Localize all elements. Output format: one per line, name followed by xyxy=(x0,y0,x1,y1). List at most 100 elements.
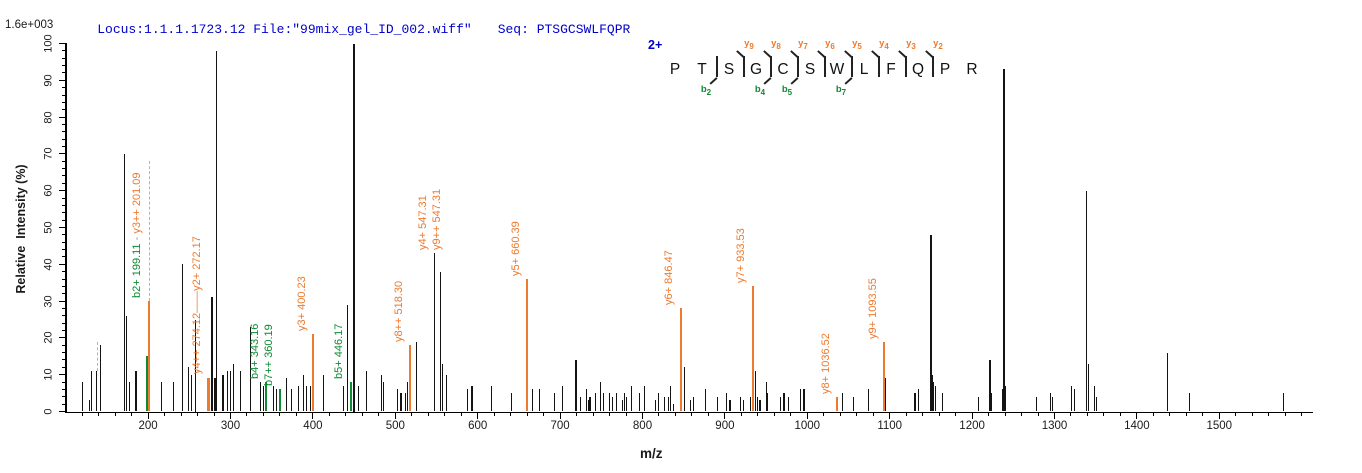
spectrum-peak xyxy=(1188,393,1190,412)
spectrum-peak xyxy=(1050,393,1052,412)
y-axis-tick xyxy=(62,403,65,405)
y-axis-tick xyxy=(62,182,65,184)
peak-ion-label: y9++ 547.31 xyxy=(431,189,443,250)
peptide-residue: C xyxy=(777,61,789,78)
spectrum-peak xyxy=(742,400,745,412)
spectrum-peak xyxy=(553,393,555,412)
x-axis-tick xyxy=(543,413,545,416)
spectrum-peak xyxy=(406,382,408,412)
fragment-marker xyxy=(770,56,772,77)
y-axis-tick xyxy=(62,256,65,258)
x-axis-line xyxy=(65,411,1313,413)
ion-label-part: y3++ 201.09 xyxy=(130,172,143,234)
spectrum-peak xyxy=(1095,396,1097,412)
x-axis-tick-label: 300 xyxy=(220,420,241,432)
fragment-marker xyxy=(797,56,799,77)
x-axis-tick-label: 1200 xyxy=(959,420,985,432)
ion-label-part: y8+ 1036.52 xyxy=(819,332,832,394)
spectrum-peak xyxy=(602,393,604,412)
x-axis-tick xyxy=(691,413,693,416)
spectrum-peak xyxy=(663,396,665,412)
peptide-residue: T xyxy=(697,61,707,78)
spectrum-peak xyxy=(657,393,659,412)
y-axis-tick-label: 90 xyxy=(42,74,55,87)
spectrum-peak xyxy=(433,253,435,412)
spectrum-peak xyxy=(842,393,844,412)
fragment-marker xyxy=(932,56,934,77)
x-axis-tick xyxy=(230,413,231,419)
x-axis-tick xyxy=(1169,413,1171,416)
spectrum-peak xyxy=(787,396,790,412)
peak-ion-label: y4+ 547.31 xyxy=(417,196,429,251)
spectrum-peak xyxy=(579,396,581,412)
locus-file-label: Locus:1.1.1.1723.12 File:"99mix_gel_ID_0… xyxy=(97,22,472,37)
y-axis-tick-label: 50 xyxy=(42,221,55,234)
y-axis-tick-label: 40 xyxy=(42,258,55,271)
x-axis-tick xyxy=(1185,413,1187,416)
spectrum-peak xyxy=(740,396,742,412)
spectrum-peak xyxy=(626,396,628,412)
spectrum-peak xyxy=(346,304,349,412)
spectrum-peak xyxy=(654,400,656,412)
x-axis-tick xyxy=(971,413,973,419)
peak-ion-label: y5+ 660.39 xyxy=(510,221,522,276)
x-axis-tick xyxy=(427,413,429,416)
x-axis-tick xyxy=(378,413,380,416)
y-axis-tick xyxy=(62,138,65,140)
spectrum-peak xyxy=(227,371,229,412)
spectrum-peak xyxy=(754,371,756,412)
x-axis-tick xyxy=(131,413,133,416)
x-axis-tick xyxy=(988,413,990,416)
y-axis-tick xyxy=(62,293,65,295)
spectrum-peak xyxy=(88,400,91,412)
spectrum-peak xyxy=(1001,389,1003,412)
x-axis-tick xyxy=(724,413,726,419)
y-axis-tick xyxy=(62,168,65,170)
x-axis-tick xyxy=(1284,413,1286,416)
spectrum-peak xyxy=(445,374,447,412)
spectrum-peak xyxy=(440,271,442,412)
y-axis-tick xyxy=(62,271,65,273)
spectrum-peak xyxy=(182,264,184,412)
ion-label-part: b7++ 360.19 xyxy=(262,324,275,387)
fragment-marker-top-diagonal xyxy=(871,50,880,58)
y-axis-tick xyxy=(62,359,65,361)
y-ion-label: y3 xyxy=(906,38,916,51)
fragment-marker-top-diagonal xyxy=(898,50,907,58)
x-axis-tick xyxy=(197,413,199,416)
x-axis-tick-label: 700 xyxy=(550,420,570,432)
peptide-residue: F xyxy=(886,61,896,78)
x-axis-tick xyxy=(526,413,528,416)
x-axis-tick xyxy=(1103,413,1105,416)
y-ion-label: y6 xyxy=(825,38,835,51)
y-axis-tick xyxy=(62,285,65,287)
x-axis-tick xyxy=(1037,413,1039,416)
x-axis-tick-label: 200 xyxy=(138,420,158,432)
fragment-marker-top-diagonal xyxy=(817,50,826,58)
x-axis-tick xyxy=(1004,413,1006,416)
spectrum-peak xyxy=(187,367,189,412)
spectrum-peak xyxy=(100,345,102,412)
spectrum-peak xyxy=(672,404,674,412)
fragment-marker xyxy=(851,56,853,77)
spectrum-peak xyxy=(704,389,706,412)
spectrum-peak xyxy=(589,396,591,412)
y-axis-tick xyxy=(59,374,65,376)
x-axis-tick-label: 1000 xyxy=(794,420,821,432)
x-axis-tick xyxy=(839,413,841,416)
x-axis-tick xyxy=(773,413,775,416)
y-ion-label: y5 xyxy=(852,38,862,51)
x-axis-tick xyxy=(460,413,462,416)
peak-ion-label: y6+ 846.47 xyxy=(663,251,675,306)
peptide-residue: P xyxy=(669,61,681,78)
y-axis-tick xyxy=(62,366,65,368)
y-axis-tick xyxy=(62,160,65,162)
spectrum-peak xyxy=(510,393,513,412)
y-axis-tick xyxy=(62,315,65,317)
spectrum-peak xyxy=(622,400,624,412)
spectrum-peak xyxy=(990,393,993,412)
spectrum-peak xyxy=(749,396,751,412)
spectrum-peak xyxy=(272,385,274,412)
x-axis-tick xyxy=(213,413,215,416)
spectrum-peak xyxy=(147,301,150,412)
